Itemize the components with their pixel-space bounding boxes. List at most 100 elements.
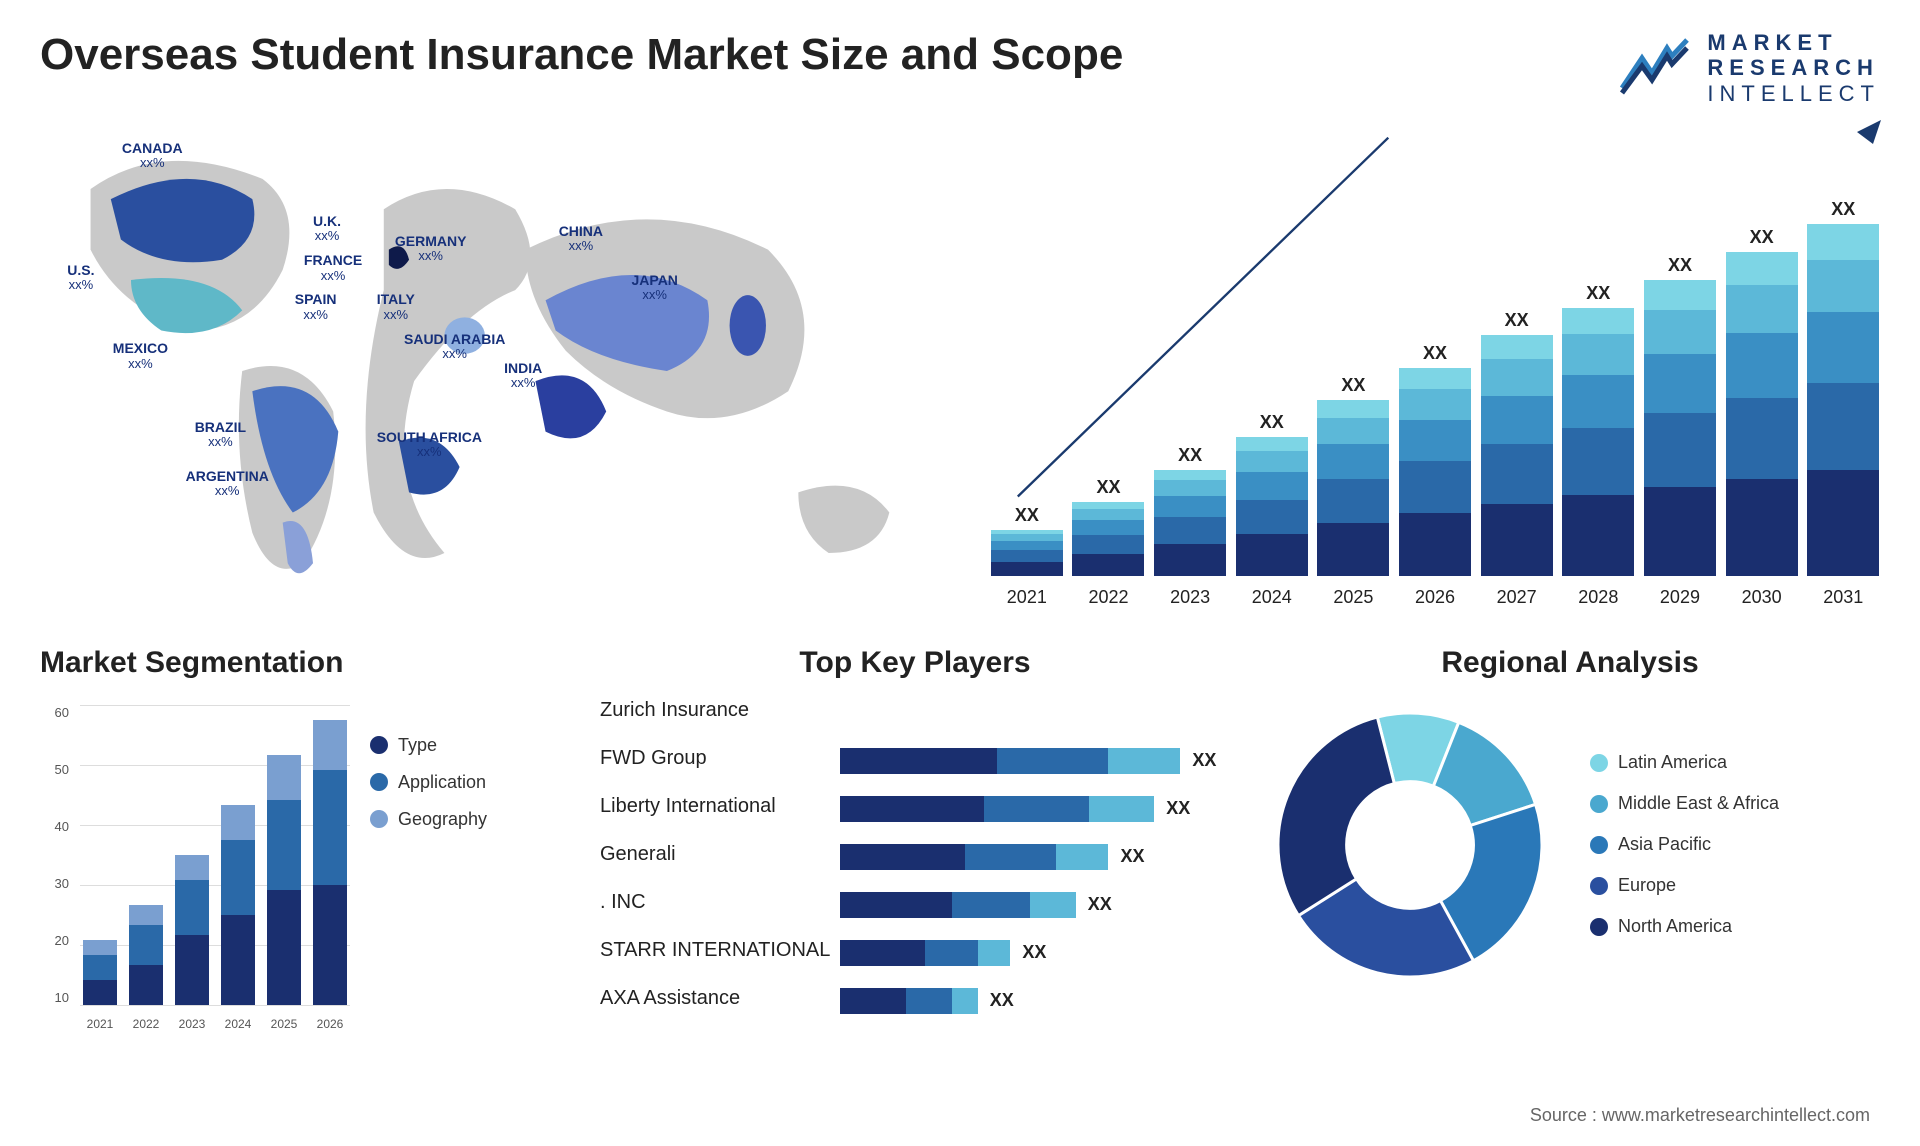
forecast-year-2028: 2028 xyxy=(1561,587,1635,608)
forecast-year-2027: 2027 xyxy=(1480,587,1554,608)
seg-bar-2021 xyxy=(80,940,120,1005)
seg-bar-2026 xyxy=(310,720,350,1005)
forecast-bar-2023: XX xyxy=(1153,445,1227,576)
map-label-china: CHINAxx% xyxy=(559,224,603,254)
forecast-year-2026: 2026 xyxy=(1398,587,1472,608)
player-bar-row: XX xyxy=(840,939,1230,967)
source-text: Source : www.marketresearchintellect.com xyxy=(1530,1105,1870,1126)
map-label-saudi-arabia: SAUDI ARABIAxx% xyxy=(404,332,505,362)
map-label-brazil: BRAZILxx% xyxy=(195,420,246,450)
forecast-year-2022: 2022 xyxy=(1072,587,1146,608)
forecast-value-label: XX xyxy=(1178,445,1202,466)
players-bars: XX XX XX XX XX XX xyxy=(840,695,1230,1015)
map-label-japan: JAPANxx% xyxy=(632,273,678,303)
forecast-bar-2024: XX xyxy=(1235,412,1309,576)
map-label-u-k-: U.K.xx% xyxy=(313,214,341,244)
map-label-argentina: ARGENTINAxx% xyxy=(186,469,269,499)
map-label-south-africa: SOUTH AFRICAxx% xyxy=(377,430,482,460)
player-label: . INC xyxy=(600,891,830,919)
map-label-canada: CANADAxx% xyxy=(122,141,183,171)
map-label-u-s-: U.S.xx% xyxy=(67,263,94,293)
forecast-bar-2028: XX xyxy=(1561,283,1635,576)
forecast-year-2030: 2030 xyxy=(1725,587,1799,608)
regional-legend: Latin America Middle East & Africa Asia Pa… xyxy=(1590,752,1779,937)
brand-logo: MARKET RESEARCH INTELLECT xyxy=(1617,30,1880,106)
forecast-value-label: XX xyxy=(1750,227,1774,248)
regional-legend-item: Asia Pacific xyxy=(1590,834,1779,855)
segmentation-title: Market Segmentation xyxy=(40,646,570,680)
page-title: Overseas Student Insurance Market Size a… xyxy=(40,30,1123,80)
forecast-value-label: XX xyxy=(1015,505,1039,526)
forecast-bar-2027: XX xyxy=(1480,310,1554,575)
forecast-bar-2029: XX xyxy=(1643,255,1717,576)
regional-legend-item: Middle East & Africa xyxy=(1590,793,1779,814)
regional-legend-item: Latin America xyxy=(1590,752,1779,773)
player-bar-row: XX xyxy=(840,795,1230,823)
forecast-value-label: XX xyxy=(1586,283,1610,304)
logo-line3: INTELLECT xyxy=(1707,81,1880,106)
forecast-value-label: XX xyxy=(1096,477,1120,498)
seg-bar-2024 xyxy=(218,805,258,1005)
map-label-india: INDIAxx% xyxy=(504,361,542,391)
player-bar-row: XX xyxy=(840,987,1230,1015)
regional-legend-item: Europe xyxy=(1590,875,1779,896)
world-map xyxy=(40,126,950,616)
player-bar-row: XX xyxy=(840,843,1230,871)
forecast-value-label: XX xyxy=(1505,310,1529,331)
forecast-bar-2021: XX xyxy=(990,505,1064,576)
segmentation-legend: Type Application Geography xyxy=(370,695,487,1035)
logo-icon xyxy=(1617,38,1697,98)
map-label-germany: GERMANYxx% xyxy=(395,234,467,264)
logo-line2: RESEARCH xyxy=(1707,55,1880,80)
forecast-value-label: XX xyxy=(1831,199,1855,220)
player-bar-row xyxy=(840,699,1230,727)
forecast-year-2031: 2031 xyxy=(1806,587,1880,608)
player-label: Liberty International xyxy=(600,795,830,823)
map-label-france: FRANCExx% xyxy=(304,253,362,283)
segmentation-panel: Market Segmentation 605040302010 2021202… xyxy=(40,646,570,1046)
forecast-bar-2022: XX xyxy=(1072,477,1146,576)
regional-legend-item: North America xyxy=(1590,916,1779,937)
forecast-year-2023: 2023 xyxy=(1153,587,1227,608)
arrow-head-icon xyxy=(1855,118,1885,148)
donut-slice-north-america xyxy=(1278,717,1394,915)
regional-donut xyxy=(1260,695,1560,995)
player-label: STARR INTERNATIONAL xyxy=(600,939,830,967)
player-label: Generali xyxy=(600,843,830,871)
regional-title: Regional Analysis xyxy=(1260,646,1880,680)
players-title: Top Key Players xyxy=(600,646,1230,680)
forecast-year-2021: 2021 xyxy=(990,587,1064,608)
logo-line1: MARKET xyxy=(1707,30,1880,55)
regional-panel: Regional Analysis Latin America Middle Ea… xyxy=(1260,646,1880,1046)
forecast-chart-panel: XX XX XX XX XX XX XX XX XX XX XX 2021 2022 2023 2024 2… xyxy=(990,126,1880,616)
player-label: AXA Assistance xyxy=(600,987,830,1015)
seg-legend-type: Type xyxy=(370,735,487,756)
forecast-value-label: XX xyxy=(1260,412,1284,433)
seg-legend-application: Application xyxy=(370,772,487,793)
map-label-italy: ITALYxx% xyxy=(377,292,415,322)
player-label: FWD Group xyxy=(600,747,830,775)
forecast-year-2029: 2029 xyxy=(1643,587,1717,608)
segmentation-chart: 605040302010 202120222023202420252026 xyxy=(40,695,350,1035)
seg-bar-2023 xyxy=(172,855,212,1005)
seg-legend-geography: Geography xyxy=(370,809,487,830)
seg-bar-2025 xyxy=(264,755,304,1005)
forecast-bar-2030: XX xyxy=(1725,227,1799,576)
player-label: Zurich Insurance xyxy=(600,699,830,727)
players-panel: Top Key Players Zurich Insurance FWD Grou… xyxy=(600,646,1230,1046)
player-bar-row: XX xyxy=(840,891,1230,919)
forecast-bar-2025: XX xyxy=(1317,375,1391,576)
forecast-value-label: XX xyxy=(1423,343,1447,364)
forecast-year-2024: 2024 xyxy=(1235,587,1309,608)
map-label-mexico: MEXICOxx% xyxy=(113,341,168,371)
forecast-value-label: XX xyxy=(1341,375,1365,396)
player-bar-row: XX xyxy=(840,747,1230,775)
forecast-value-label: XX xyxy=(1668,255,1692,276)
world-map-panel: CANADAxx% U.S.xx% MEXICOxx% BRAZILxx% ARGENT… xyxy=(40,126,950,616)
forecast-bar-2031: XX xyxy=(1806,199,1880,575)
seg-bar-2022 xyxy=(126,905,166,1005)
forecast-year-2025: 2025 xyxy=(1317,587,1391,608)
forecast-bar-2026: XX xyxy=(1398,343,1472,576)
map-label-spain: SPAINxx% xyxy=(295,292,337,322)
players-labels: Zurich Insurance FWD Group Liberty Interna… xyxy=(600,695,830,1015)
